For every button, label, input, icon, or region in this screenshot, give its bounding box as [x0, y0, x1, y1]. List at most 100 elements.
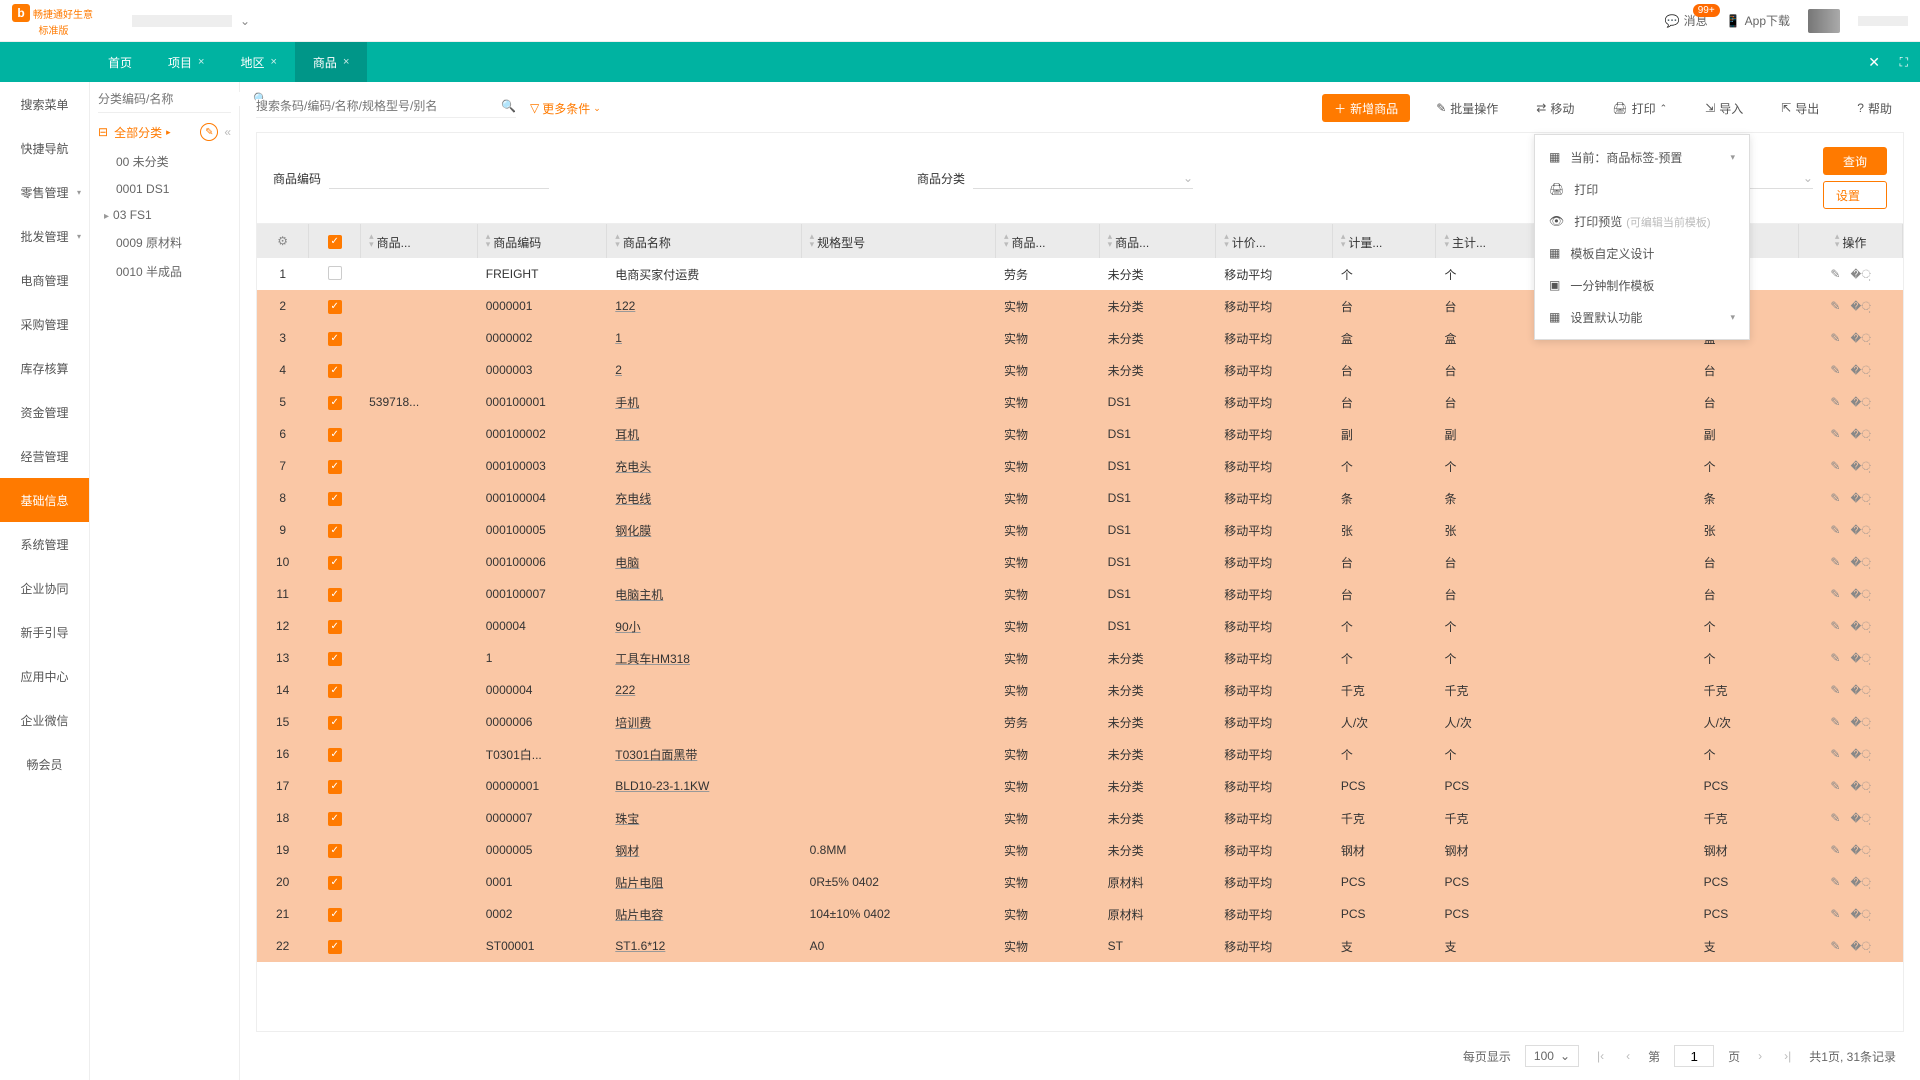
dropdown-item[interactable]: 👁打印预览(可编辑当前模板) — [1535, 205, 1749, 237]
more-icon[interactable]: �਼ — [1850, 459, 1870, 474]
table-row[interactable]: 13✓1工具车HM318实物未分类移动平均个个个✎�਼ — [257, 642, 1903, 674]
fullscreen-icon[interactable]: ⛶ — [1900, 55, 1908, 70]
edit-icon[interactable]: ✎ — [1830, 267, 1840, 282]
row-checkbox[interactable]: ✓ — [328, 908, 342, 922]
collapse-panel-icon[interactable]: « — [224, 125, 231, 139]
more-icon[interactable]: �਼ — [1850, 683, 1870, 698]
row-checkbox[interactable]: ✓ — [328, 780, 342, 794]
product-name-link[interactable]: ST1.6*12 — [615, 939, 665, 953]
search-icon[interactable]: 🔍 — [501, 99, 516, 113]
prev-page-button[interactable]: ‹ — [1622, 1049, 1634, 1063]
product-name-link[interactable]: 1 — [615, 331, 622, 345]
import-button[interactable]: ⇲ 导入 — [1693, 94, 1755, 122]
edit-icon[interactable]: ✎ — [1830, 459, 1840, 474]
page-input[interactable] — [1674, 1045, 1714, 1067]
edit-icon[interactable]: ✎ — [1830, 331, 1840, 346]
row-checkbox[interactable]: ✓ — [328, 844, 342, 858]
tab-地区[interactable]: 地区× — [222, 42, 294, 82]
collapse-icon[interactable]: ⊟ — [98, 125, 108, 139]
dropdown-item[interactable]: ▦模板自定义设计 — [1535, 237, 1749, 269]
edit-icon[interactable]: ✎ — [1830, 299, 1840, 314]
product-name-link[interactable]: 222 — [615, 683, 635, 697]
tab-项目[interactable]: 项目× — [150, 42, 222, 82]
messages-button[interactable]: 💬 消息 99+ — [1665, 12, 1708, 29]
more-icon[interactable]: �਼ — [1850, 875, 1870, 890]
row-checkbox[interactable]: ✓ — [328, 716, 342, 730]
row-checkbox[interactable] — [328, 266, 342, 280]
more-icon[interactable]: �਼ — [1850, 811, 1870, 826]
more-icon[interactable]: �਼ — [1850, 523, 1870, 538]
row-checkbox[interactable]: ✓ — [328, 524, 342, 538]
product-name-link[interactable]: 90小 — [615, 620, 640, 634]
close-icon[interactable]: × — [270, 56, 276, 68]
more-icon[interactable]: �਼ — [1850, 715, 1870, 730]
more-icon[interactable]: �਼ — [1850, 331, 1870, 346]
more-icon[interactable]: �਼ — [1850, 907, 1870, 922]
nav-item[interactable]: 畅会员 — [0, 742, 89, 786]
sort-icon[interactable]: ▴▾ — [1341, 232, 1346, 248]
edit-icon[interactable]: ✎ — [1830, 491, 1840, 506]
gear-icon[interactable]: ⚙ — [277, 234, 288, 248]
row-checkbox[interactable]: ✓ — [328, 748, 342, 762]
more-icon[interactable]: �਼ — [1850, 843, 1870, 858]
print-button[interactable]: 🖨 打印 ⌃ — [1600, 94, 1679, 122]
nav-item[interactable]: 电商管理 — [0, 258, 89, 302]
product-name-link[interactable]: 充电线 — [615, 492, 651, 506]
more-icon[interactable]: �਼ — [1850, 651, 1870, 666]
table-row[interactable]: 19✓0000005钢材0.8MM实物未分类移动平均钢材钢材钢材✎�਼ — [257, 834, 1903, 866]
nav-item[interactable]: 快捷导航 — [0, 126, 89, 170]
more-icon[interactable]: �਼ — [1850, 779, 1870, 794]
username[interactable] — [1858, 16, 1908, 26]
sort-icon[interactable]: ▴▾ — [1108, 232, 1113, 248]
edit-icon[interactable]: ✎ — [1830, 747, 1840, 762]
all-categories[interactable]: 全部分类 ▸ — [114, 124, 171, 141]
category-search-input[interactable] — [98, 92, 253, 106]
table-row[interactable]: 10✓000100006电脑实物DS1移动平均台台台✎�਼ — [257, 546, 1903, 578]
more-icon[interactable]: �਼ — [1850, 587, 1870, 602]
column-header[interactable]: ▴▾商品... — [1099, 224, 1216, 258]
edit-icon[interactable]: ✎ — [1830, 811, 1840, 826]
edit-icon[interactable]: ✎ — [1830, 651, 1840, 666]
more-icon[interactable]: �਼ — [1850, 939, 1870, 954]
row-checkbox[interactable]: ✓ — [328, 460, 342, 474]
more-icon[interactable]: �਼ — [1850, 491, 1870, 506]
edit-icon[interactable]: ✎ — [1830, 587, 1840, 602]
nav-item[interactable]: 企业协同 — [0, 566, 89, 610]
category-item[interactable]: 0009 原材料 — [98, 228, 231, 257]
table-row[interactable]: 11✓000100007电脑主机实物DS1移动平均台台台✎�਼ — [257, 578, 1903, 610]
column-header[interactable]: ✓ — [309, 224, 361, 258]
close-tab-icon[interactable]: ✕ — [1868, 54, 1880, 71]
edit-icon[interactable]: ✎ — [1830, 427, 1840, 442]
more-icon[interactable]: �਼ — [1850, 619, 1870, 634]
more-icon[interactable]: �਼ — [1850, 363, 1870, 378]
filter-cat-select[interactable]: ⌄ — [973, 167, 1193, 189]
table-row[interactable]: 8✓000100004充电线实物DS1移动平均条条条✎�਼ — [257, 482, 1903, 514]
column-header[interactable]: ▴▾商品... — [995, 224, 1099, 258]
dropdown-item[interactable]: ▣一分钟制作模板 — [1535, 269, 1749, 301]
edit-icon[interactable]: ✎ — [1830, 523, 1840, 538]
sort-icon[interactable]: ▴▾ — [486, 232, 491, 248]
product-name-link[interactable]: 122 — [615, 299, 635, 313]
edit-category-icon[interactable]: ✎ — [200, 123, 218, 141]
table-row[interactable]: 22✓ST00001ST1.6*12A0实物ST移动平均支支支✎�਼ — [257, 930, 1903, 962]
row-checkbox[interactable]: ✓ — [328, 492, 342, 506]
new-product-button[interactable]: ＋ 新增商品 — [1322, 94, 1410, 122]
filter-code-input[interactable] — [329, 167, 549, 189]
nav-item[interactable]: 经营管理 — [0, 434, 89, 478]
search-input[interactable] — [256, 99, 501, 113]
nav-item[interactable]: 采购管理 — [0, 302, 89, 346]
tab-商品[interactable]: 商品× — [295, 42, 367, 82]
edit-icon[interactable]: ✎ — [1830, 363, 1840, 378]
edit-icon[interactable]: ✎ — [1830, 683, 1840, 698]
sort-icon[interactable]: ▴▾ — [615, 232, 620, 248]
row-checkbox[interactable]: ✓ — [328, 556, 342, 570]
column-header[interactable]: ▴▾计量... — [1332, 224, 1436, 258]
edit-icon[interactable]: ✎ — [1830, 907, 1840, 922]
category-item[interactable]: 03 FS1 — [98, 202, 231, 228]
more-icon[interactable]: �਼ — [1850, 427, 1870, 442]
nav-item[interactable]: 资金管理 — [0, 390, 89, 434]
per-page-select[interactable]: 100 ⌄ — [1525, 1045, 1579, 1067]
sort-icon[interactable]: ▴▾ — [369, 232, 374, 248]
category-item[interactable]: 0001 DS1 — [98, 176, 231, 202]
nav-item[interactable]: 基础信息 — [0, 478, 89, 522]
